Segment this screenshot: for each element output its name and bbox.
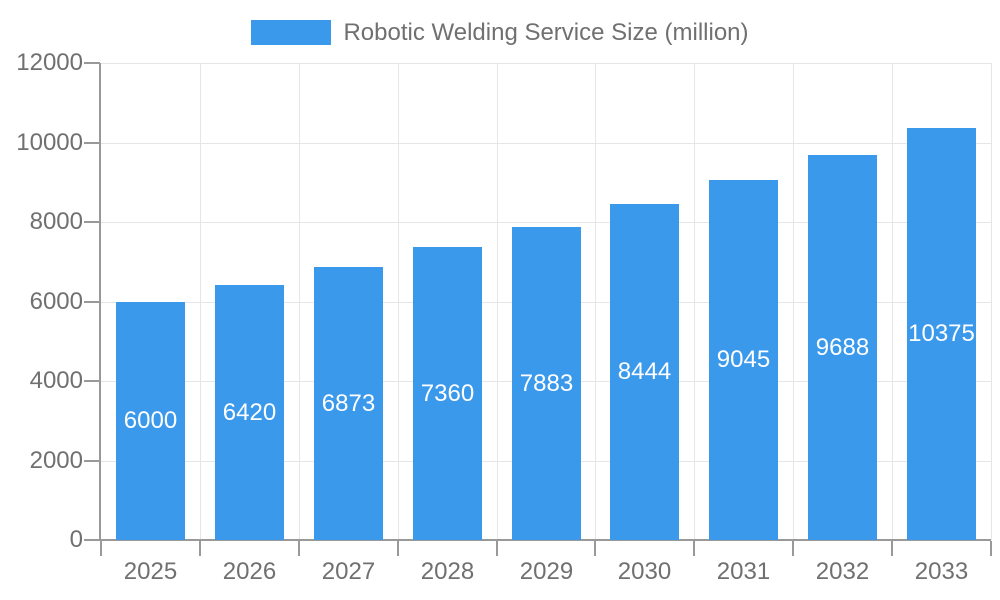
gridline-vertical [299, 63, 300, 540]
x-axis-tick [397, 541, 399, 556]
gridline-vertical [497, 63, 498, 540]
x-axis-tick [891, 541, 893, 556]
y-axis-tick-label: 8000 [29, 208, 83, 235]
bar-value-label: 9045 [716, 346, 771, 373]
y-axis-line [99, 63, 101, 540]
gridline-horizontal [101, 63, 991, 64]
y-axis-tick-label: 12000 [16, 49, 83, 76]
y-axis-tick [84, 142, 100, 144]
y-axis-tick-label: 2000 [29, 447, 83, 474]
bar[interactable]: 7360 [413, 247, 482, 540]
y-axis-tick [84, 221, 100, 223]
bar-value-label: 10375 [908, 320, 975, 347]
legend: Robotic Welding Service Size (million) [0, 18, 1000, 46]
x-axis-tick [693, 541, 695, 556]
y-axis-tick [84, 62, 100, 64]
x-axis-tick-label: 2030 [617, 558, 672, 585]
x-axis-tick [594, 541, 596, 556]
gridline-vertical [892, 63, 893, 540]
bar[interactable]: 6873 [314, 267, 383, 540]
bar[interactable]: 9045 [709, 180, 778, 540]
gridline-vertical [200, 63, 201, 540]
gridline-vertical [694, 63, 695, 540]
bar-value-label: 8444 [617, 358, 672, 385]
gridline-horizontal [101, 143, 991, 144]
legend-swatch-icon[interactable] [251, 20, 332, 45]
bar-value-label: 9688 [815, 333, 870, 361]
y-axis-tick-label: 10000 [16, 129, 83, 156]
x-axis-tick-label: 2028 [420, 558, 475, 585]
bar-value-label: 6000 [123, 407, 178, 434]
x-axis-tick [100, 541, 102, 556]
gridline-vertical [991, 63, 992, 540]
bar[interactable]: 8444 [610, 204, 679, 540]
bar[interactable]: 6420 [215, 285, 284, 540]
bar[interactable]: 6000 [116, 302, 185, 540]
bar-value-label: 6420 [222, 398, 277, 426]
x-axis-tick-label: 2029 [519, 558, 574, 585]
y-axis-tick-label: 4000 [29, 367, 83, 394]
legend-label[interactable]: Robotic Welding Service Size (million) [343, 18, 749, 46]
y-axis-tick [84, 301, 100, 303]
x-axis-tick [990, 541, 992, 556]
bar-value-label: 6873 [321, 389, 376, 417]
bar-value-label: 7883 [519, 369, 574, 397]
bar-value-label: 7360 [420, 379, 475, 407]
y-axis-tick [84, 380, 100, 382]
x-axis-tick-label: 2025 [123, 558, 178, 585]
x-axis-line [99, 539, 991, 541]
y-axis-tick-label: 6000 [29, 288, 83, 315]
x-axis-tick [199, 541, 201, 556]
x-axis-tick-label: 2033 [914, 558, 969, 585]
x-axis-tick [298, 541, 300, 556]
bar[interactable]: 7883 [512, 227, 581, 540]
x-axis-tick-label: 2027 [321, 558, 376, 585]
x-axis-tick-label: 2031 [716, 558, 771, 585]
y-axis-tick [84, 460, 100, 462]
y-axis-tick-label: 0 [69, 526, 83, 553]
bar[interactable]: 10375 [907, 128, 976, 540]
x-axis-tick [792, 541, 794, 556]
x-axis-tick-label: 2032 [815, 558, 870, 585]
gridline-vertical [595, 63, 596, 540]
x-axis-tick [496, 541, 498, 556]
gridline-vertical [793, 63, 794, 540]
gridline-horizontal [101, 222, 991, 223]
gridline-vertical [398, 63, 399, 540]
bar[interactable]: 9688 [808, 155, 877, 540]
y-axis-tick [84, 539, 100, 541]
x-axis-tick-label: 2026 [222, 558, 277, 585]
